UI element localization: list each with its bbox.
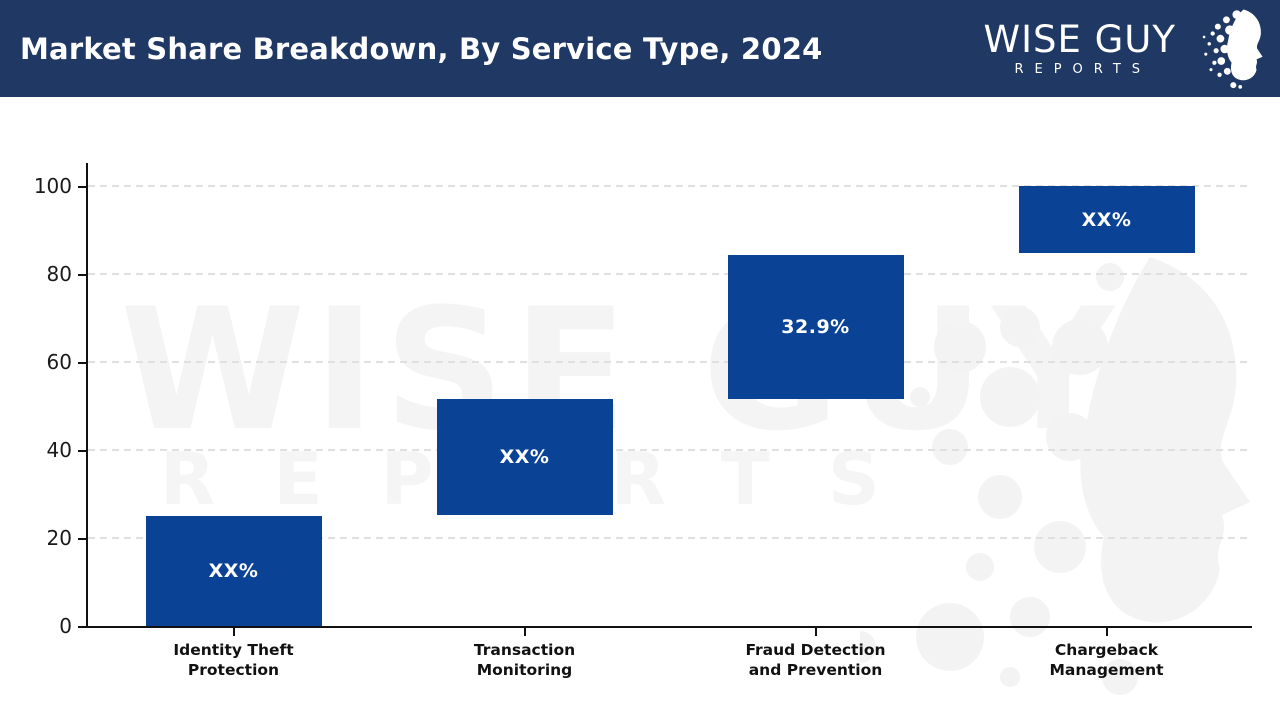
y-tick-label: 100 — [33, 174, 72, 198]
logo-text: WISE GUY REPORTS — [983, 18, 1176, 77]
x-tick-label: Chargeback Management — [1049, 641, 1164, 680]
y-tick-label: 80 — [46, 262, 72, 286]
y-axis-tick — [78, 362, 86, 364]
plot-region: WISE GUY REPORTS 020406080100XX%Identity… — [0, 97, 1280, 720]
x-tick-label: Fraud Detection and Prevention — [745, 641, 886, 680]
wise-guy-logo: WISE GUY REPORTS — [984, 6, 1266, 92]
grid-line — [88, 361, 1252, 363]
grid-line — [88, 185, 1252, 187]
bar-value-label: XX% — [499, 446, 550, 469]
dotted-face-icon — [1202, 9, 1263, 89]
x-tick-label: Identity Theft Protection — [173, 641, 294, 680]
x-axis-line — [86, 626, 1252, 628]
y-tick-label: 60 — [46, 350, 72, 374]
x-tick-label: Transaction Monitoring — [473, 641, 576, 680]
bar-value-label: 32.9% — [781, 316, 850, 338]
x-axis-tick — [814, 628, 817, 636]
logo-wordmark: WISE GUY — [983, 18, 1176, 62]
y-axis-tick — [78, 274, 86, 276]
grid-line — [88, 273, 1252, 275]
y-axis-tick — [78, 538, 86, 540]
y-axis-tick — [78, 186, 86, 188]
watermark-face-icon — [860, 257, 1250, 695]
y-axis-tick — [78, 450, 86, 452]
bar: XX% — [436, 399, 613, 515]
y-axis-line — [86, 163, 88, 628]
logo-subtitle: REPORTS — [1014, 61, 1152, 77]
x-axis-tick — [1105, 628, 1108, 636]
y-tick-label: 0 — [59, 614, 72, 638]
y-axis-tick — [78, 626, 86, 628]
bar: 32.9% — [727, 254, 904, 400]
x-axis-tick — [232, 628, 235, 636]
y-tick-label: 40 — [46, 438, 72, 462]
x-axis-tick — [523, 628, 526, 636]
chart-title: Market Share Breakdown, By Service Type,… — [20, 31, 823, 66]
bar: XX% — [145, 516, 322, 626]
grid-line — [88, 449, 1252, 451]
bar: XX% — [1018, 186, 1195, 254]
header-bar: Market Share Breakdown, By Service Type,… — [0, 0, 1280, 97]
grid-line — [88, 537, 1252, 539]
y-tick-label: 20 — [46, 526, 72, 550]
bar-value-label: XX% — [208, 560, 259, 583]
bar-value-label: XX% — [1081, 208, 1132, 231]
